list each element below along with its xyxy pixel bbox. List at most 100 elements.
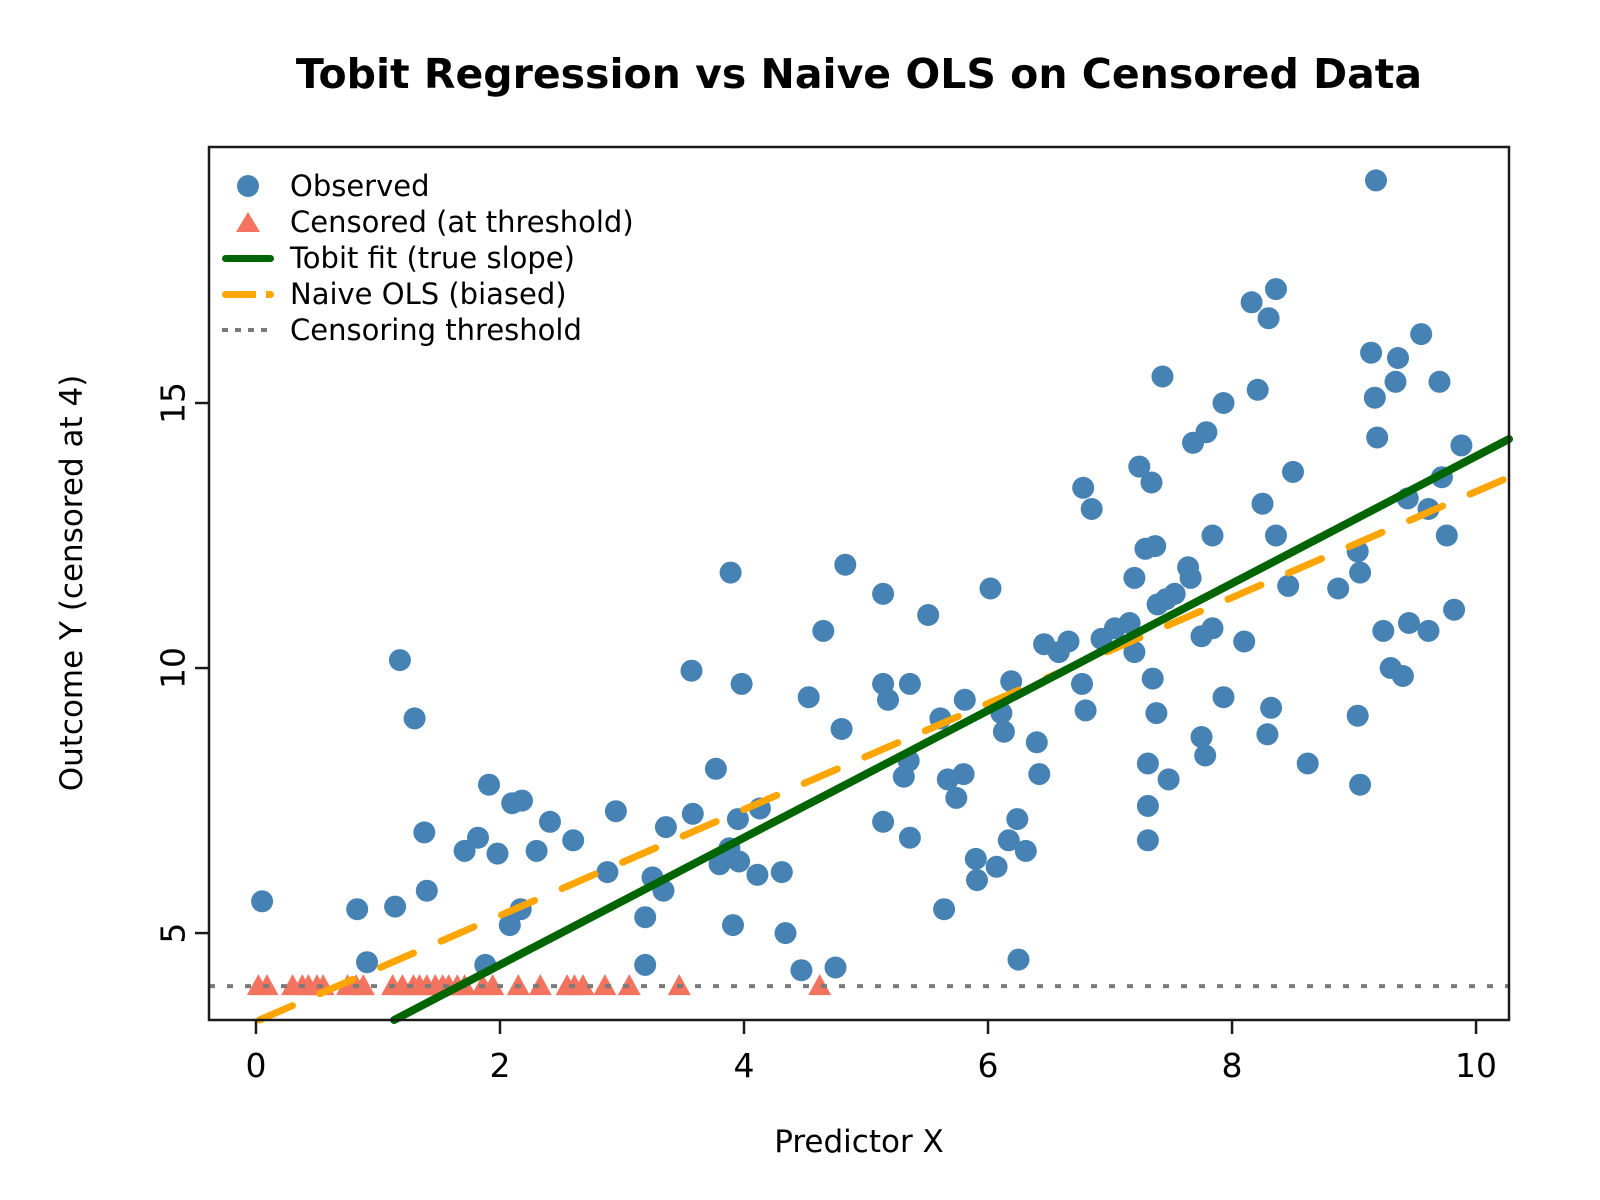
observed-point [952,763,975,786]
observed-point [1151,365,1174,388]
tobit-fit-line [390,435,1513,1024]
observed-point [985,855,1008,878]
observed-point [1145,702,1168,725]
observed-point [1179,566,1202,589]
observed-point [1123,641,1146,664]
observed-point [604,800,627,823]
observed-point [1246,378,1269,401]
observed-point [1296,752,1319,775]
legend-item-tobit-fit: Tobit fit (true slope) [222,240,634,276]
observed-point [964,847,987,870]
observed-point [1349,773,1372,796]
observed-point [966,869,988,892]
observed-point [1384,370,1407,393]
observed-point [1372,619,1395,642]
observed-point [1212,392,1235,414]
observed-point [1256,723,1279,746]
legend-label: Censoring threshold [290,313,582,347]
legend: Observed Censored (at threshold) Tobit f… [222,168,634,348]
censored-point [571,974,595,996]
observed-point [413,821,436,844]
observed-point [478,773,500,796]
observed-point [1277,574,1300,597]
observed-point [1163,582,1186,605]
observed-point [384,895,407,918]
naive-ols-line [255,473,1513,1024]
observed-point [726,808,749,831]
observed-point [1080,498,1103,520]
observed-point [728,850,751,873]
y-tick-label: 15 [154,382,193,424]
observed-point [1365,169,1387,192]
tobit-line-icon [222,254,274,262]
observed-point [1417,619,1440,642]
observed-point [797,686,820,709]
observed-point [453,839,476,862]
chart-title: Tobit Regression vs Naive OLS on Censore… [295,50,1423,98]
observed-point [1212,686,1235,709]
observed-point [1190,726,1213,748]
censored-point [617,974,641,996]
observed-point [1025,731,1048,754]
observed-point [1349,561,1372,584]
observed-point [1194,744,1217,767]
observed-point [1074,699,1097,722]
observed-point [1240,291,1263,314]
observed-point [992,720,1015,743]
observed-point [746,863,769,886]
observed-point [830,718,853,740]
observed-point [1071,672,1093,695]
observed-point [1136,794,1159,817]
observed-point [1201,617,1224,640]
observed-point [1141,667,1164,690]
censored-point [593,974,617,996]
observed-point [1366,426,1389,449]
censored-point [808,974,832,996]
observed-point [1260,696,1283,719]
observed-point [1000,670,1023,693]
x-tick-label: 4 [734,1046,755,1085]
observed-point [1014,839,1037,862]
x-tick-label: 2 [489,1046,510,1085]
observed-point [1428,370,1451,393]
x-axis-label: Predictor X [774,1124,944,1160]
observed-point [1072,476,1095,499]
observed-point [680,659,703,682]
observed-point [708,853,731,876]
observed-point [1387,347,1409,369]
legend-item-naive-ols: Naive OLS (biased) [222,276,634,312]
observed-point [525,839,548,862]
observed-point [251,890,274,913]
observed-point [1118,612,1141,634]
observed-point [945,786,968,809]
censored-point [351,974,375,996]
observed-point [596,861,619,884]
observed-point [1450,434,1473,457]
observed-point [872,582,895,605]
observed-point [1028,763,1051,786]
observed-point [498,914,521,937]
observed-point [1157,768,1180,791]
observed-point [1398,612,1420,634]
observed-point [1195,421,1218,444]
x-tick-label: 0 [245,1046,266,1085]
legend-label: Naive OLS (biased) [290,277,567,311]
observed-point [997,829,1020,852]
observed-point [681,802,704,825]
x-tick-label: 6 [978,1046,999,1085]
observed-point [1128,455,1151,478]
x-tick-label: 10 [1455,1046,1497,1085]
observed-point [877,688,899,711]
observed-point [834,553,857,576]
censored-point [528,974,552,996]
legend-item-censored: Censored (at threshold) [222,204,634,240]
ols-line-icon [222,290,274,298]
observed-point [1265,524,1287,547]
observed-point [356,951,378,974]
observed-point [654,816,677,839]
observed-point [1144,535,1167,558]
observed-point [403,707,426,730]
observed-point [917,604,940,626]
